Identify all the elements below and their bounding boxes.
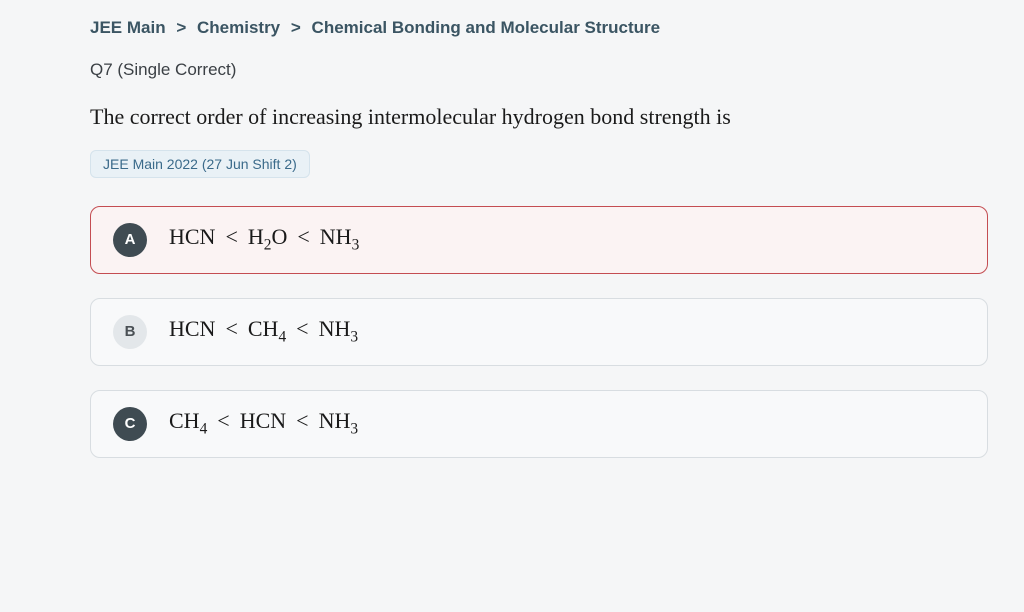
term: HCN [169,224,215,250]
term: HCN [169,316,215,342]
term: NH3 [319,316,358,346]
option-c[interactable]: C CH4 < HCN < NH3 [90,390,988,458]
option-badge-a: A [113,223,147,257]
option-a[interactable]: A HCN < H2O < NH3 [90,206,988,274]
exam-tag-chip[interactable]: JEE Main 2022 (27 Jun Shift 2) [90,150,310,178]
term: CH4 [169,408,207,438]
breadcrumb-level1[interactable]: JEE Main [90,18,166,37]
option-badge-c: C [113,407,147,441]
term: NH3 [320,224,359,254]
less-than-icon: < [296,316,308,342]
less-than-icon: < [296,408,308,434]
breadcrumb-sep: > [291,18,301,37]
less-than-icon: < [297,224,309,250]
term: CH4 [248,316,286,346]
less-than-icon: < [225,224,237,250]
breadcrumb-sep: > [176,18,186,37]
breadcrumb-level2[interactable]: Chemistry [197,18,280,37]
option-badge-b: B [113,315,147,349]
question-number: Q7 (Single Correct) [90,60,988,80]
term: H2O [248,224,287,254]
term: HCN [240,408,286,434]
option-b[interactable]: B HCN < CH4 < NH3 [90,298,988,366]
term: NH3 [319,408,358,438]
option-formula-c: CH4 < HCN < NH3 [169,408,358,438]
breadcrumb-level3[interactable]: Chemical Bonding and Molecular Structure [312,18,661,37]
option-formula-a: HCN < H2O < NH3 [169,224,359,254]
question-text: The correct order of increasing intermol… [90,102,988,132]
less-than-icon: < [225,316,237,342]
option-formula-b: HCN < CH4 < NH3 [169,316,358,346]
breadcrumb[interactable]: JEE Main > Chemistry > Chemical Bonding … [90,18,988,38]
less-than-icon: < [217,408,229,434]
